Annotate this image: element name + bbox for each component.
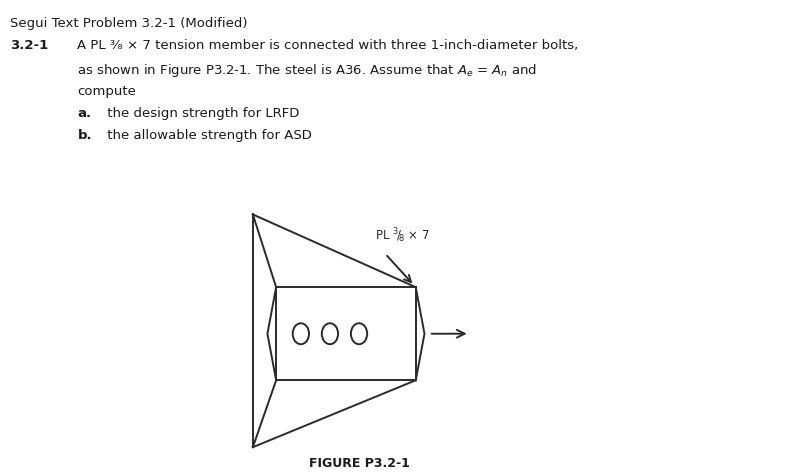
Text: a.: a. <box>77 107 92 120</box>
Bar <box>276 287 416 380</box>
Text: as shown in Figure P3.2-1. The steel is A36. Assume that $A_e$ = $A_n$ and: as shown in Figure P3.2-1. The steel is … <box>77 62 537 79</box>
Text: A PL ³⁄₈ × 7 tension member is connected with three 1-inch-diameter bolts,: A PL ³⁄₈ × 7 tension member is connected… <box>77 39 578 52</box>
Text: b.: b. <box>77 129 92 141</box>
Ellipse shape <box>351 323 367 344</box>
Text: the design strength for LRFD: the design strength for LRFD <box>103 107 299 120</box>
Text: Segui Text Problem 3.2-1 (Modified): Segui Text Problem 3.2-1 (Modified) <box>10 17 248 30</box>
Text: the allowable strength for ASD: the allowable strength for ASD <box>103 129 311 141</box>
Text: 3.2-1: 3.2-1 <box>10 39 48 52</box>
Text: compute: compute <box>77 85 137 98</box>
Ellipse shape <box>293 323 309 344</box>
Text: PL $^3\!/\!_8$ $\times$ 7: PL $^3\!/\!_8$ $\times$ 7 <box>375 226 430 245</box>
Text: FIGURE P3.2-1: FIGURE P3.2-1 <box>309 457 410 470</box>
Ellipse shape <box>322 323 338 344</box>
